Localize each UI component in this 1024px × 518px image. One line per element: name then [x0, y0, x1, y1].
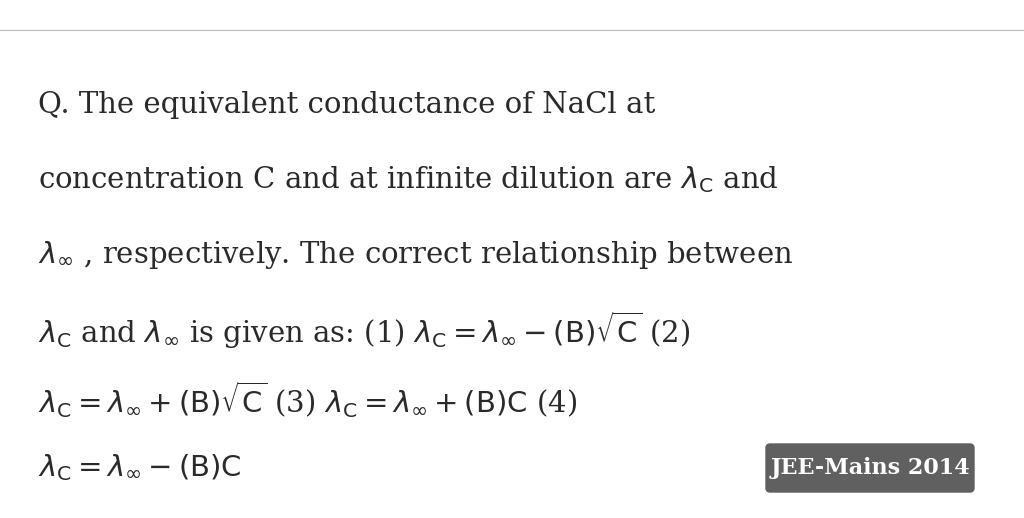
Text: $\lambda_{\mathrm{C}} = \lambda_{\infty} + (\mathrm{B})\sqrt{\mathrm{C}}$ (3) $\: $\lambda_{\mathrm{C}} = \lambda_{\infty}… [38, 380, 578, 420]
Text: concentration C and at infinite dilution are $\lambda_{\mathrm{C}}$ and: concentration C and at infinite dilution… [38, 165, 778, 195]
Text: JEE-Mains 2014: JEE-Mains 2014 [770, 457, 970, 479]
Text: $\lambda_{\mathrm{C}}$ and $\lambda_{\infty}$ is given as: (1) $\lambda_{\mathrm: $\lambda_{\mathrm{C}}$ and $\lambda_{\in… [38, 309, 690, 351]
FancyBboxPatch shape [766, 444, 974, 492]
Text: Q. The equivalent conductance of NaCl at: Q. The equivalent conductance of NaCl at [38, 91, 655, 119]
Text: $\lambda_{\mathrm{C}} = \lambda_{\infty} - (\mathrm{B})\mathrm{C}$: $\lambda_{\mathrm{C}} = \lambda_{\infty}… [38, 453, 242, 483]
Text: $\lambda_{\infty}$ , respectively. The correct relationship between: $\lambda_{\infty}$ , respectively. The c… [38, 239, 794, 271]
